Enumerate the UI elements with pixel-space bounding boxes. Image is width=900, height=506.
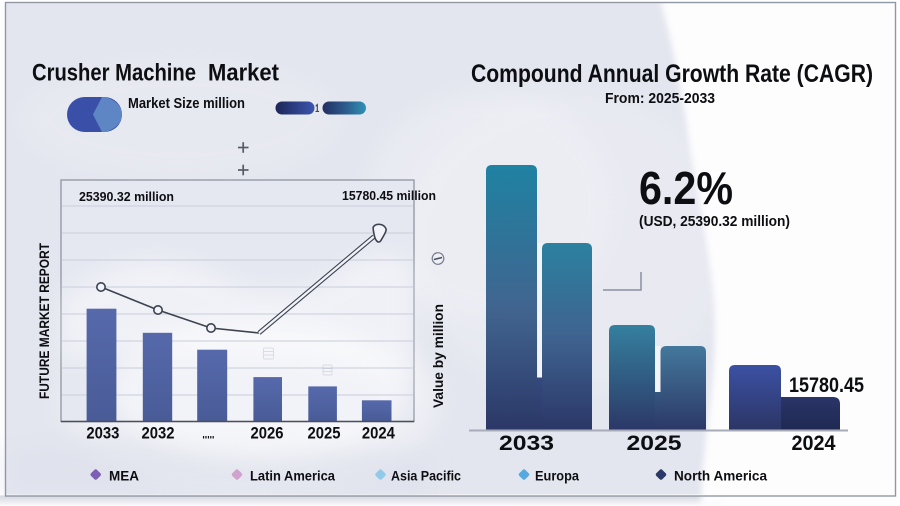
svg-text:Europa: Europa xyxy=(535,469,579,484)
svg-text:2033: 2033 xyxy=(86,424,119,443)
svg-text:Asia Pacific: Asia Pacific xyxy=(391,469,461,484)
svg-text:6.2%: 6.2% xyxy=(639,162,733,214)
svg-text:2032: 2032 xyxy=(142,424,175,443)
svg-text:Value by million: Value by million xyxy=(431,304,446,408)
svg-text:2025: 2025 xyxy=(308,424,341,443)
svg-text:2026: 2026 xyxy=(251,424,284,443)
svg-text:(USD, 25390.32 million): (USD, 25390.32 million) xyxy=(639,214,790,230)
svg-text:2024: 2024 xyxy=(792,431,836,455)
svg-text:From: 2025-2033: From: 2025-2033 xyxy=(605,90,715,107)
svg-text:15780.45: 15780.45 xyxy=(789,374,864,397)
svg-text:Compound Annual Growth Rate (C: Compound Annual Growth Rate (CAGR) xyxy=(471,60,873,88)
svg-text:25390.32 million: 25390.32 million xyxy=(79,190,174,204)
svg-text:15780.45 million: 15780.45 million xyxy=(342,189,436,203)
svg-text:North America: North America xyxy=(674,469,767,484)
svg-text:Crusher Machine: Crusher Machine xyxy=(32,60,196,87)
svg-text:MEA: MEA xyxy=(109,469,139,484)
svg-text:.....: ..... xyxy=(202,424,214,443)
svg-text:2025: 2025 xyxy=(627,431,682,455)
svg-text:2033: 2033 xyxy=(499,431,554,455)
svg-text:2024: 2024 xyxy=(362,424,395,443)
svg-text:Latin America: Latin America xyxy=(250,469,335,484)
svg-text:Market Size million: Market Size million xyxy=(128,95,245,112)
svg-text:FUTURE MARKET REPORT: FUTURE MARKET REPORT xyxy=(36,243,52,399)
svg-text:Market: Market xyxy=(208,60,279,87)
